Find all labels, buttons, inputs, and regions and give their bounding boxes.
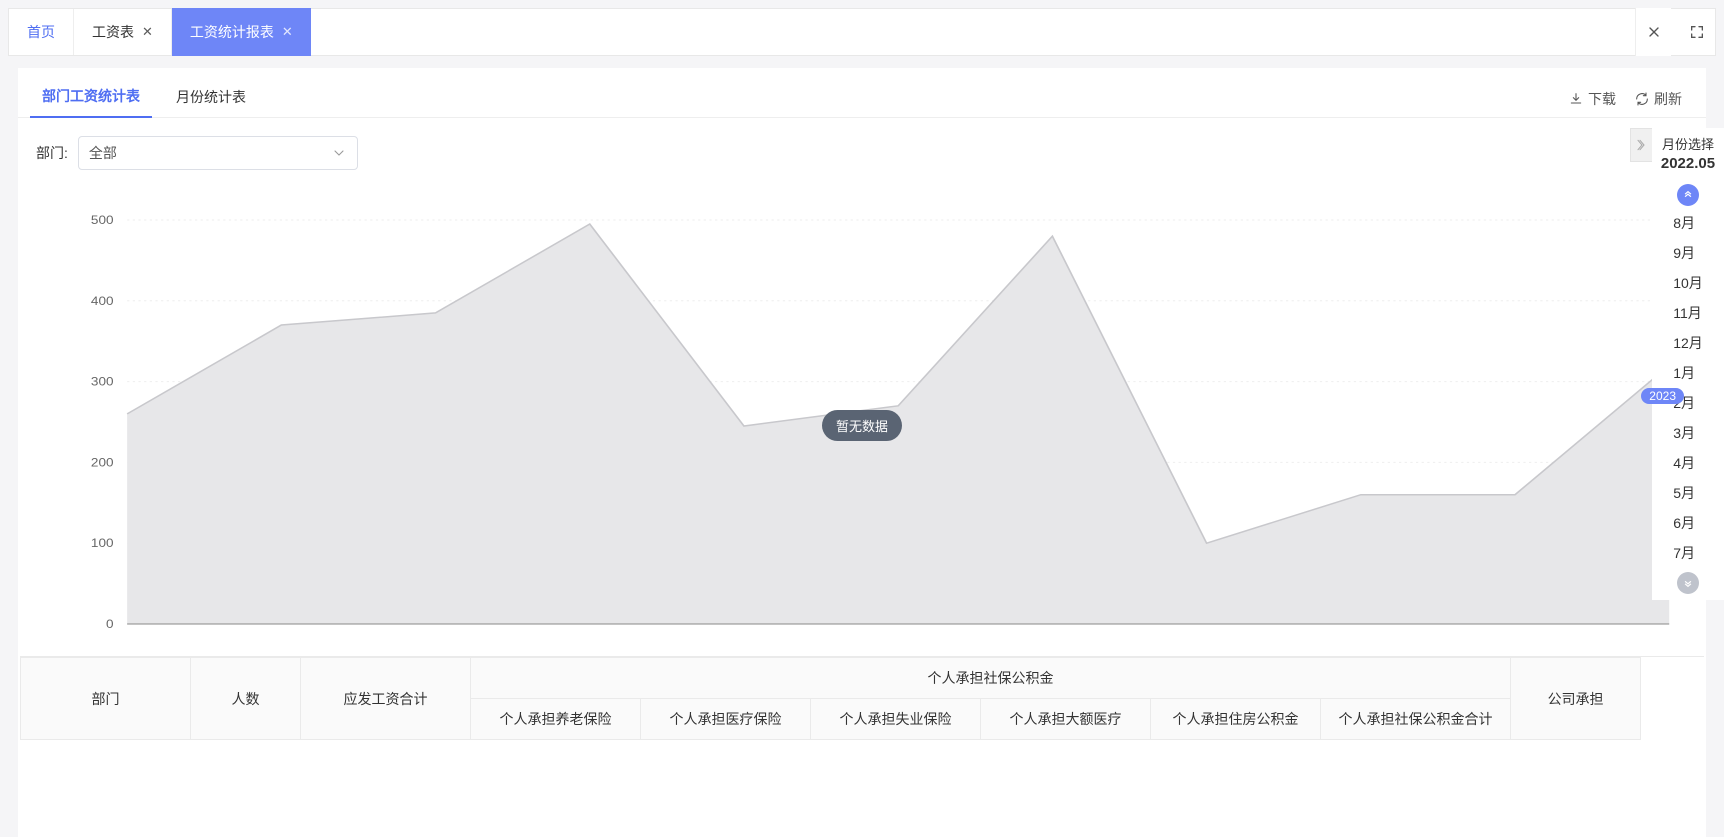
refresh-icon xyxy=(1634,91,1650,107)
tab-stats[interactable]: 工资统计报表 ✕ xyxy=(172,8,311,56)
tab-payroll[interactable]: 工资表 ✕ xyxy=(74,9,172,55)
filter-row: 部门: 全部 xyxy=(18,118,1706,170)
close-icon[interactable]: ✕ xyxy=(142,24,153,40)
col-personal-total: 个人承担社保公积金合计 xyxy=(1321,699,1511,740)
x-icon xyxy=(1646,24,1662,40)
chevron-up-icon xyxy=(1683,190,1693,200)
sub-tab-month-label: 月份统计表 xyxy=(176,89,246,105)
svg-text:100: 100 xyxy=(91,536,114,550)
month-item[interactable]: 7月 xyxy=(1673,538,1703,568)
month-item[interactable]: 12月 xyxy=(1673,328,1703,358)
sub-tab-bar: 部门工资统计表 月份统计表 下载 刷新 xyxy=(18,68,1706,118)
svg-text:200: 200 xyxy=(91,455,114,469)
fullscreen-button[interactable] xyxy=(1679,14,1715,50)
collapse-handle[interactable] xyxy=(1630,128,1652,162)
month-item[interactable]: 6月 xyxy=(1673,508,1703,538)
year-badge: 2023 xyxy=(1641,388,1684,404)
month-item[interactable]: 4月 xyxy=(1673,448,1703,478)
sub-tab-dept[interactable]: 部门工资统计表 xyxy=(30,74,152,118)
month-item[interactable]: 5月 xyxy=(1673,478,1703,508)
month-item[interactable]: 9月 xyxy=(1673,238,1703,268)
download-label: 下载 xyxy=(1588,89,1616,109)
svg-text:300: 300 xyxy=(91,374,114,388)
chevron-down-icon xyxy=(1683,578,1693,588)
tab-home-label: 首页 xyxy=(27,22,55,42)
month-scroll-up[interactable] xyxy=(1677,184,1699,206)
col-group-personal: 个人承担社保公积金 xyxy=(471,658,1511,699)
month-item[interactable]: 10月 xyxy=(1673,268,1703,298)
download-icon xyxy=(1568,91,1584,107)
stats-table: 部门 人数 应发工资合计 个人承担社保公积金 公司承担 个人承担养老保险 个人承… xyxy=(20,656,1704,740)
sub-tab-dept-label: 部门工资统计表 xyxy=(42,88,140,104)
col-dept: 部门 xyxy=(21,658,191,740)
chevron-down-icon xyxy=(331,145,347,161)
month-panel-title: 月份选择 xyxy=(1662,128,1714,155)
month-item[interactable]: 3月 xyxy=(1673,418,1703,448)
tab-home[interactable]: 首页 xyxy=(9,9,74,55)
month-item[interactable]: 1月 xyxy=(1673,358,1703,388)
download-button[interactable]: 下载 xyxy=(1568,89,1616,109)
svg-text:400: 400 xyxy=(91,294,114,308)
col-housing: 个人承担住房公积金 xyxy=(1151,699,1321,740)
chevron-right-icon xyxy=(1634,137,1650,153)
col-medical: 个人承担医疗保险 xyxy=(641,699,811,740)
refresh-button[interactable]: 刷新 xyxy=(1634,89,1682,109)
close-all-tabs-button[interactable] xyxy=(1635,8,1671,56)
no-data-badge: 暂无数据 xyxy=(822,410,902,441)
col-count: 人数 xyxy=(191,658,301,740)
close-icon[interactable]: ✕ xyxy=(282,24,293,40)
col-pension: 个人承担养老保险 xyxy=(471,699,641,740)
dept-filter-label: 部门: xyxy=(36,143,68,163)
col-unemployment: 个人承担失业保险 xyxy=(811,699,981,740)
svg-text:0: 0 xyxy=(106,617,114,631)
month-panel-current: 2022.05 xyxy=(1661,155,1715,178)
month-item[interactable]: 11月 xyxy=(1673,298,1703,328)
svg-text:500: 500 xyxy=(91,213,114,227)
col-company: 公司承担 xyxy=(1511,658,1641,740)
main-card: 部门工资统计表 月份统计表 下载 刷新 部门: 全部 0 100 200 300 400… xyxy=(18,68,1706,837)
dept-select-value: 全部 xyxy=(89,143,117,163)
refresh-label: 刷新 xyxy=(1654,89,1682,109)
sub-tab-month[interactable]: 月份统计表 xyxy=(164,75,258,117)
top-tab-bar: 首页 工资表 ✕ 工资统计报表 ✕ xyxy=(8,8,1716,56)
dept-select[interactable]: 全部 xyxy=(78,136,358,170)
tab-stats-label: 工资统计报表 xyxy=(190,22,274,42)
col-total-pay: 应发工资合计 xyxy=(301,658,471,740)
fullscreen-icon xyxy=(1689,24,1705,40)
month-scroll-down[interactable] xyxy=(1677,572,1699,594)
tab-payroll-label: 工资表 xyxy=(92,22,134,42)
month-item[interactable]: 8月 xyxy=(1673,208,1703,238)
salary-area-chart: 0 100 200 300 400 500 暂无数据 xyxy=(48,210,1676,650)
col-large-medical: 个人承担大额医疗 xyxy=(981,699,1151,740)
month-selector-panel: 月份选择 2022.05 8月9月10月11月12月1月2月3月4月5月6月7月… xyxy=(1652,128,1724,600)
